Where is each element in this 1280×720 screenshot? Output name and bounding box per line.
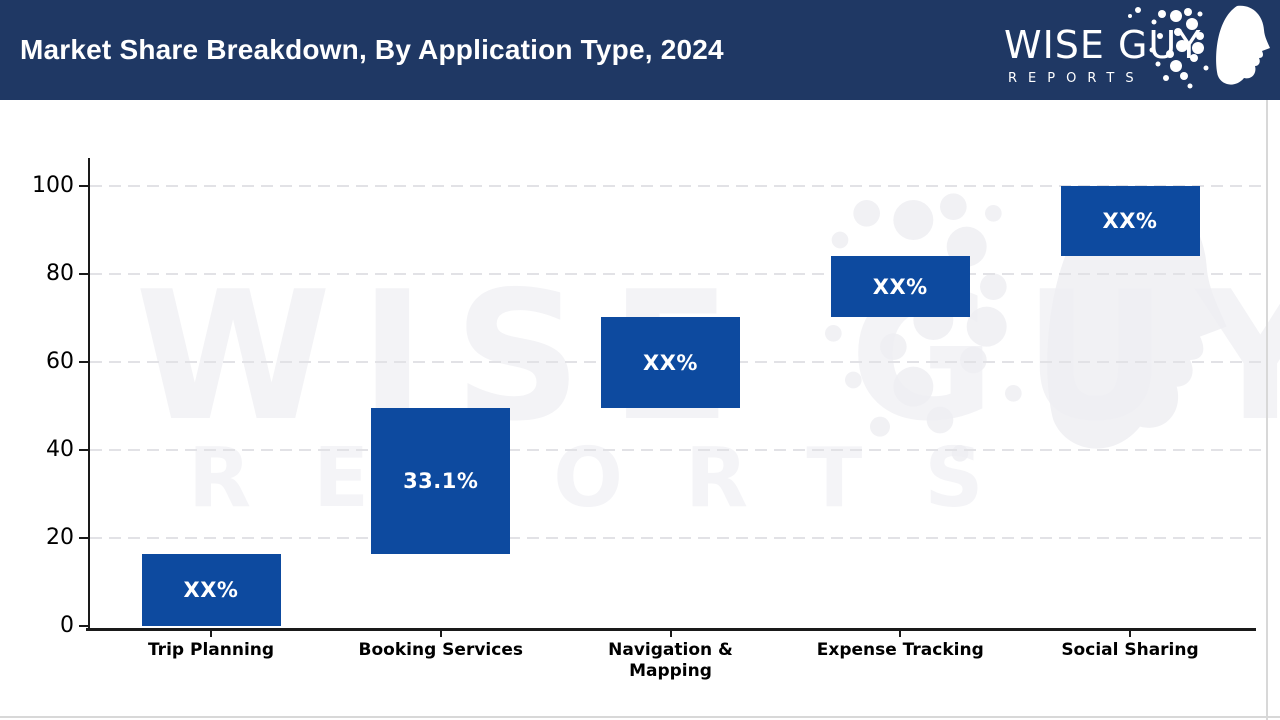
x-tick-label-navigation-mapping: Navigation & Mapping	[608, 640, 733, 682]
gridline-100	[90, 185, 1262, 187]
y-tick-label-100: 100	[32, 173, 74, 198]
y-tick-mark-60	[79, 361, 88, 363]
bar-booking-services: 33.1%	[371, 408, 511, 554]
right-border-rule	[1266, 100, 1268, 720]
bar-value-label: XX%	[183, 577, 239, 602]
gridline-40	[90, 449, 1262, 451]
gridline-80	[90, 273, 1262, 275]
x-tick-label-trip-planning: Trip Planning	[147, 640, 275, 660]
logo-subtext: REPORTS	[1008, 71, 1145, 86]
x-tick-label-social-sharing: Social Sharing	[1061, 640, 1199, 660]
wiseguy-logo: WISE GUY REPORTS	[1004, 5, 1270, 89]
y-axis-line	[88, 158, 90, 630]
x-tick-mark-social-sharing	[1129, 631, 1131, 637]
y-tick-label-60: 60	[46, 349, 74, 374]
y-tick-mark-0	[79, 625, 88, 627]
logo-wordmark: WISE GUY	[1004, 23, 1201, 67]
y-tick-mark-20	[79, 537, 88, 539]
bar-value-label: XX%	[1102, 208, 1158, 233]
x-tick-label-expense-tracking: Expense Tracking	[816, 640, 984, 660]
x-axis-line	[86, 628, 1256, 631]
y-tick-mark-100	[79, 185, 88, 187]
bar-social-sharing: XX%	[1060, 186, 1200, 256]
x-tick-mark-navigation-mapping	[669, 631, 672, 637]
watermark-subtext: REPORTS	[188, 431, 1046, 526]
bottom-border-rule	[0, 716, 1280, 718]
y-tick-label-40: 40	[46, 437, 74, 462]
y-tick-label-80: 80	[46, 261, 74, 286]
y-tick-label-20: 20	[46, 525, 74, 550]
bar-value-label: 33.1%	[403, 469, 479, 493]
y-tick-label-0: 0	[60, 613, 74, 638]
bar-value-label: XX%	[872, 274, 928, 299]
bar-expense-tracking: XX%	[830, 255, 970, 318]
y-tick-mark-40	[79, 449, 88, 451]
x-tick-mark-expense-tracking	[899, 631, 902, 637]
gridline-20	[90, 537, 1262, 539]
bar-navigation-mapping: XX%	[601, 317, 740, 409]
report-header: Market Share Breakdown, By Application T…	[0, 0, 1280, 100]
y-tick-mark-80	[79, 273, 88, 275]
report-title: Market Share Breakdown, By Application T…	[20, 34, 724, 65]
x-tick-mark-booking-services	[439, 631, 442, 637]
bar-trip-planning: XX%	[141, 553, 281, 626]
bar-value-label: XX%	[643, 350, 698, 375]
x-tick-mark-trip-planning	[210, 631, 212, 637]
logo-face-icon	[1128, 5, 1270, 89]
x-tick-label-booking-services: Booking Services	[358, 640, 523, 660]
